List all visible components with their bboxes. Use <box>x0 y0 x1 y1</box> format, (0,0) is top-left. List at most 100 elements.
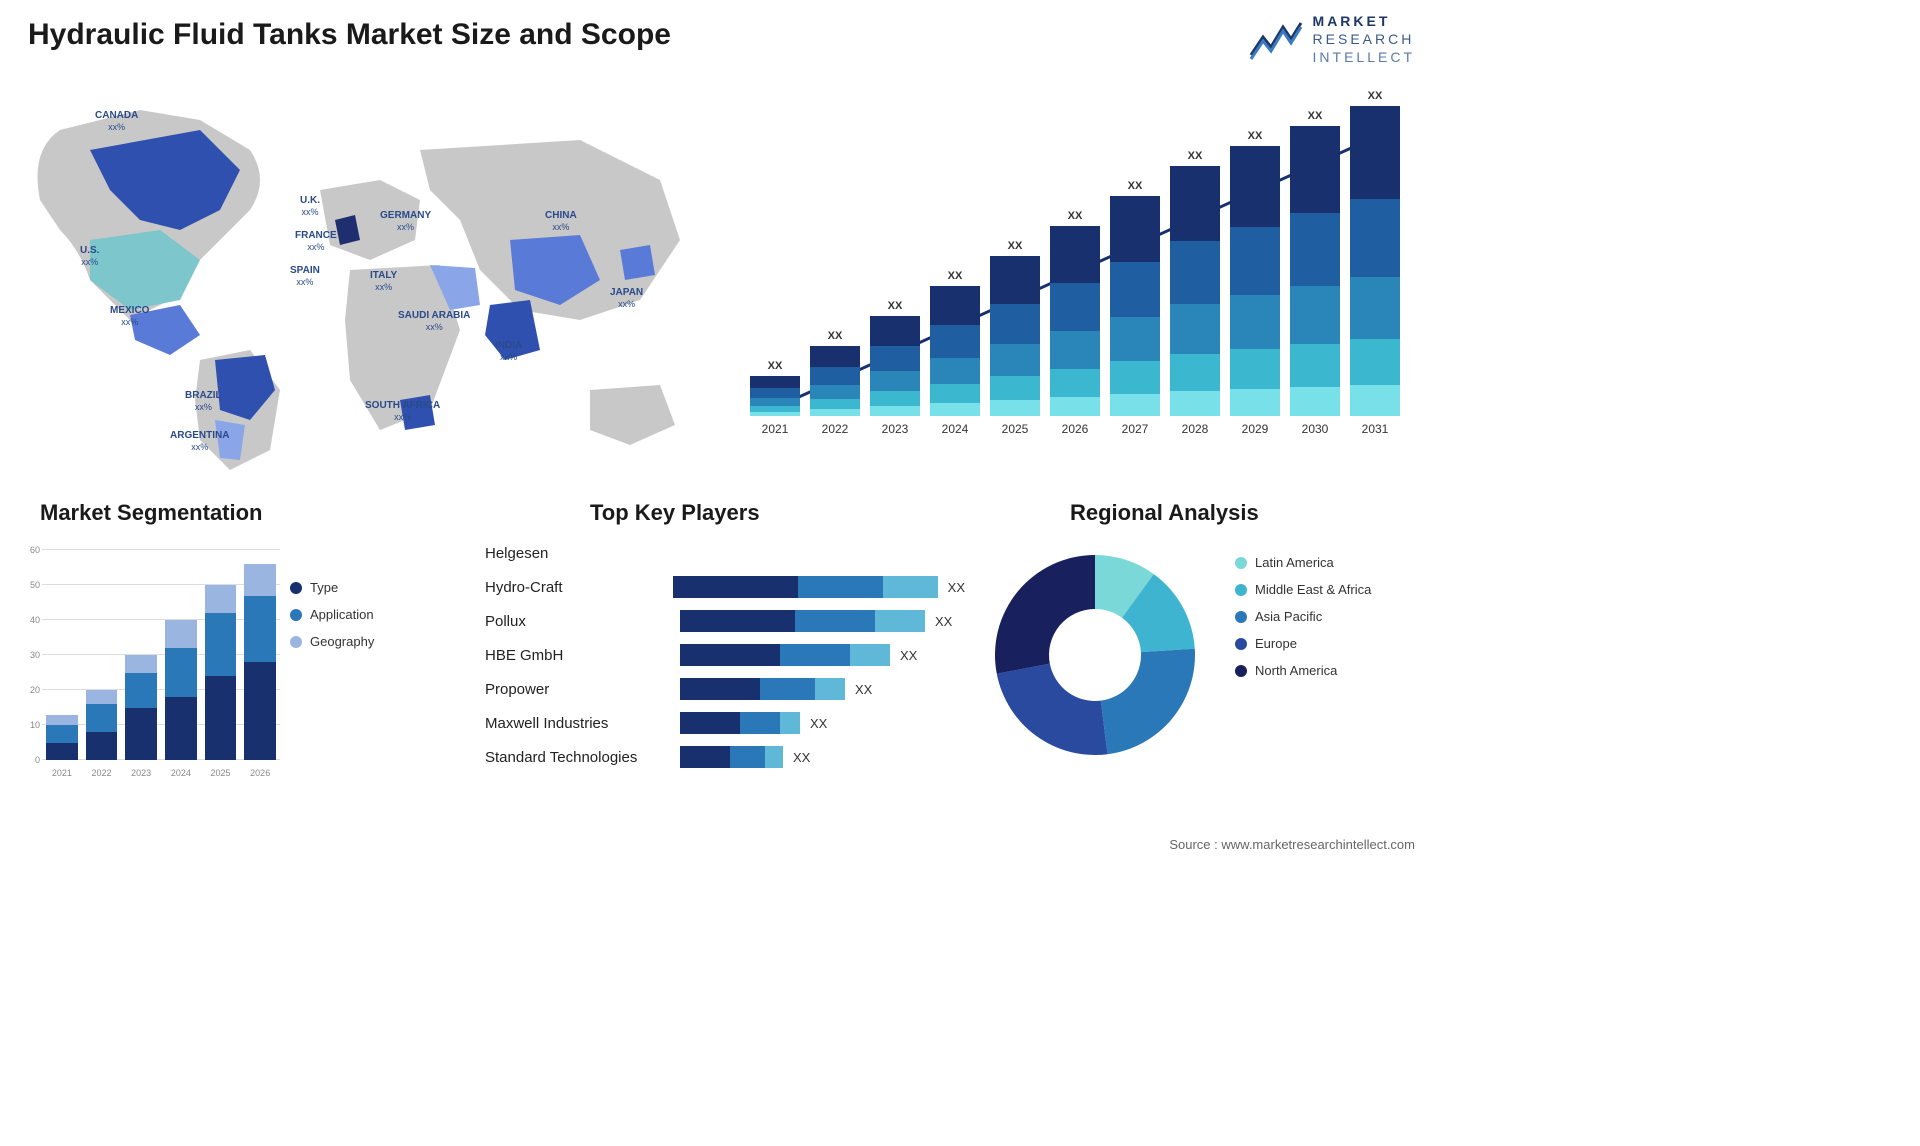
seg-year-label: 2023 <box>125 768 157 778</box>
seg-bar-segment <box>244 596 276 663</box>
bar-year-label: 2031 <box>1362 422 1389 436</box>
player-bar-segment <box>730 746 765 768</box>
bar-segment <box>1350 199 1400 277</box>
bar-segment <box>930 384 980 404</box>
player-bar-segment <box>673 576 798 598</box>
bar-year-label: 2025 <box>1002 422 1029 436</box>
bar-segment <box>990 304 1040 344</box>
bar-segment <box>1290 344 1340 388</box>
bar-value-label: XX <box>1308 110 1323 122</box>
bar-segment <box>870 346 920 371</box>
player-name: Pollux <box>485 613 680 630</box>
bar-segment <box>1170 241 1220 304</box>
player-row: PropowerXX <box>485 676 965 702</box>
map-label: INDIAxx% <box>495 340 522 364</box>
player-value-label: XX <box>948 580 965 595</box>
seg-bar-segment <box>46 743 78 761</box>
legend-label: Latin America <box>1255 555 1334 570</box>
world-map-svg <box>20 90 700 470</box>
legend-swatch <box>1235 665 1247 677</box>
seg-bar-segment <box>86 704 118 732</box>
y-tick: 40 <box>30 615 40 625</box>
bar-segment <box>750 398 800 406</box>
seg-bar-segment <box>46 715 78 726</box>
bar-segment <box>1170 304 1220 354</box>
legend-label: Asia Pacific <box>1255 609 1322 624</box>
player-row: Pollux XX <box>485 608 965 634</box>
map-label: ITALYxx% <box>370 270 397 294</box>
donut-slice <box>995 555 1095 674</box>
bar-segment <box>1230 227 1280 295</box>
player-bar-segment <box>780 712 800 734</box>
player-bar-segment <box>680 610 795 632</box>
player-value-label: XX <box>900 648 917 663</box>
segmentation-legend: TypeApplicationGeography <box>290 580 374 661</box>
bar-segment <box>1350 339 1400 386</box>
bar-segment <box>990 256 1040 304</box>
bar-segment <box>1050 226 1100 283</box>
bar-segment <box>810 367 860 385</box>
bar-segment <box>1170 166 1220 241</box>
bar-value-label: XX <box>1248 130 1263 142</box>
page-title: Hydraulic Fluid Tanks Market Size and Sc… <box>28 18 671 52</box>
player-value-label: XX <box>855 682 872 697</box>
bar-segment <box>1230 146 1280 227</box>
player-bar <box>680 678 845 700</box>
seg-bar-segment <box>46 725 78 743</box>
bar-segment <box>1050 369 1100 398</box>
legend-label: Middle East & Africa <box>1255 582 1371 597</box>
bar-segment <box>1110 317 1160 361</box>
seg-bar-segment <box>165 697 197 760</box>
player-bar-segment <box>798 576 883 598</box>
player-bar-segment <box>760 678 815 700</box>
map-label: ARGENTINAxx% <box>170 430 229 454</box>
forecast-bar: XX2021 <box>750 360 800 436</box>
bar-segment <box>750 388 800 398</box>
seg-bar <box>86 690 118 760</box>
bar-year-label: 2026 <box>1062 422 1089 436</box>
y-tick: 10 <box>30 720 40 730</box>
legend-swatch <box>1235 611 1247 623</box>
logo-icon <box>1249 17 1303 61</box>
legend-swatch <box>1235 584 1247 596</box>
seg-bar-segment <box>205 585 237 613</box>
bar-value-label: XX <box>948 270 963 282</box>
legend-label: Application <box>310 607 374 622</box>
legend-label: Type <box>310 580 338 595</box>
player-value-label: XX <box>935 614 952 629</box>
seg-bar-segment <box>244 662 276 760</box>
player-bar-segment <box>815 678 845 700</box>
bar-year-label: 2027 <box>1122 422 1149 436</box>
bar-segment <box>1230 349 1280 390</box>
bar-value-label: XX <box>1008 240 1023 252</box>
bar-segment <box>1350 106 1400 199</box>
forecast-bar: XX2028 <box>1170 150 1220 436</box>
bar-value-label: XX <box>1368 90 1383 102</box>
world-map: CANADAxx%U.S.xx%MEXICOxx%BRAZILxx%ARGENT… <box>20 90 700 470</box>
bar-segment <box>750 376 800 388</box>
seg-bar <box>244 564 276 760</box>
seg-year-label: 2026 <box>244 768 276 778</box>
legend-swatch <box>290 609 302 621</box>
player-name: Maxwell Industries <box>485 715 680 732</box>
forecast-bar: XX2024 <box>930 270 980 436</box>
bar-segment <box>810 399 860 410</box>
seg-bar-segment <box>165 620 197 648</box>
player-bar-segment <box>680 746 730 768</box>
map-label: SPAINxx% <box>290 265 320 289</box>
seg-year-label: 2022 <box>86 768 118 778</box>
map-label: BRAZILxx% <box>185 390 222 414</box>
bar-segment <box>990 344 1040 376</box>
player-row: HBE GmbHXX <box>485 642 965 668</box>
players-title: Top Key Players <box>590 500 760 526</box>
seg-bar <box>165 620 197 760</box>
legend-label: Europe <box>1255 636 1297 651</box>
regional-legend: Latin America Middle East & Africa Asia Pa… <box>1235 555 1371 690</box>
bar-year-label: 2030 <box>1302 422 1329 436</box>
seg-bar <box>46 715 78 761</box>
bar-segment <box>810 409 860 416</box>
bar-segment <box>1290 286 1340 344</box>
bar-value-label: XX <box>1068 210 1083 222</box>
bar-segment <box>1170 391 1220 416</box>
player-bar <box>673 576 938 598</box>
